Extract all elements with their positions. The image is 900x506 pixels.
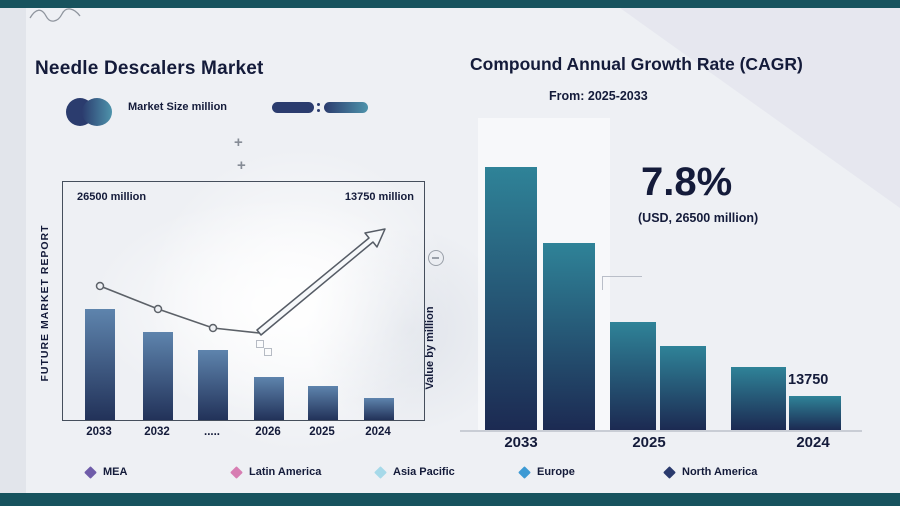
bar-value-annotation: 13750: [788, 372, 829, 388]
max-value-label: 26500 million: [77, 191, 147, 203]
left-chart-y-axis-label: FUTURE MARKET REPORT: [39, 224, 51, 382]
market-size-bar-.....: [198, 350, 228, 420]
legend-label: MEA: [103, 466, 128, 478]
market-size-chart: 26500 million 13750 million: [62, 181, 425, 421]
left-x-label-2026: 2026: [255, 426, 281, 438]
market-size-bar-2025: [308, 386, 338, 420]
top-accent-strip: [0, 0, 900, 8]
cagr-detail: (USD, 26500 million): [638, 211, 759, 225]
legend-label: Asia Pacific: [393, 466, 455, 478]
legend-diamond-icon: [518, 465, 531, 479]
cagr-bar-2024-upper-estimate: [731, 367, 786, 430]
right-x-label-2024: 2024: [796, 434, 830, 451]
legend-diamond-icon: [230, 465, 243, 479]
squiggle-doodle-icon: [29, 8, 81, 22]
left-x-label-.....: .....: [204, 426, 220, 438]
cagr-value: 7.8%: [641, 160, 733, 204]
market-size-icon: [64, 96, 118, 133]
cagr-bar-2025-upper-estimate: [610, 322, 656, 430]
plus-icon: +: [234, 134, 243, 151]
left-x-label-2032: 2032: [144, 426, 170, 438]
colon-dot: [317, 103, 320, 106]
market-size-bar-2024: [364, 398, 394, 420]
right-chart-x-axis: 2033 2025 2024: [0, 434, 900, 454]
legend-diamond-icon: [374, 465, 387, 479]
cagr-bar-2025-lower-estimate: [660, 346, 706, 430]
right-chart-baseline: [460, 430, 862, 432]
legend-item-latin-america: Latin America: [230, 465, 322, 479]
bottom-accent-strip: [0, 493, 900, 506]
market-size-bar-2032: [143, 332, 173, 420]
right-x-label-2033: 2033: [504, 434, 538, 451]
page-title: Needle Descalers Market: [35, 58, 264, 79]
legend-diamond-icon: [84, 465, 97, 479]
market-size-bar-2033: [85, 309, 115, 420]
cagr-title: Compound Annual Growth Rate (CAGR): [470, 54, 803, 74]
min-value-label: 13750 million: [344, 191, 414, 203]
legend-label: Europe: [537, 466, 575, 478]
square-doodle-icon: [256, 340, 264, 348]
trend-line-and-arrow: [95, 228, 386, 336]
right-x-label-2025: 2025: [632, 434, 666, 451]
legend-item-north-america: North America: [663, 465, 758, 479]
region-legend: MEA Latin America Asia Pacific Europe North …: [0, 465, 900, 486]
square-doodle-icon: [264, 348, 272, 356]
circle-minus-icon: [428, 250, 444, 266]
legend-label: Latin America: [249, 466, 322, 478]
cagr-bar-2033-upper-estimate: [485, 167, 537, 430]
cagr-subtitle: From: 2025-2033: [549, 89, 648, 103]
market-size-legend-label: Market Size million: [128, 101, 228, 113]
left-x-label-2025: 2025: [309, 426, 335, 438]
market-size-bar-2026: [254, 377, 284, 420]
legend-item-asia-pacific: Asia Pacific: [374, 465, 455, 479]
legend-diamond-icon: [663, 465, 676, 479]
plus-icon: +: [237, 157, 246, 174]
left-x-label-2024: 2024: [365, 426, 391, 438]
legend-item-europe: Europe: [518, 465, 575, 479]
right-chart-y-axis-label: Value by million: [424, 306, 436, 390]
legend-item-mea: MEA: [84, 465, 128, 479]
colon-dot: [317, 109, 320, 112]
cagr-bars: [460, 160, 865, 430]
left-chart-x-axis: 2033 2032..... 2026 2025 2024: [0, 426, 900, 446]
legend-label: North America: [682, 466, 758, 478]
cagr-bar-2024-lower-estimate: [789, 396, 841, 430]
corner-bracket-doodle: [602, 276, 642, 290]
left-gray-band: [0, 0, 26, 506]
legend-pill-dark: [272, 102, 314, 113]
cagr-bar-2033-lower-estimate: [543, 243, 595, 430]
legend-pill-gradient: [324, 102, 368, 113]
left-x-label-2033: 2033: [86, 426, 112, 438]
